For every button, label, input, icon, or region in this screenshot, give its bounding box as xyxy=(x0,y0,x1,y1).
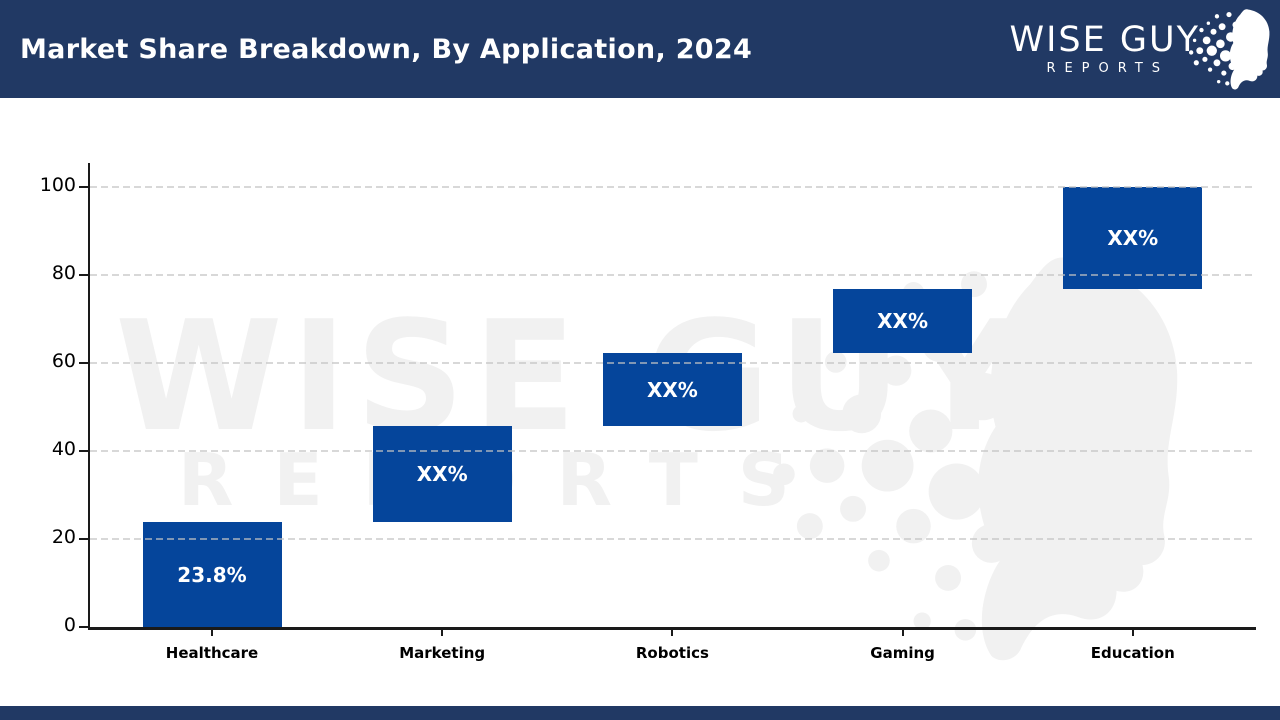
bar-value-label-robotics: XX% xyxy=(646,377,698,402)
y-tick-label-80: 80 xyxy=(51,262,76,284)
bar-value-label-healthcare: 23.8% xyxy=(177,562,247,587)
y-tick-mark-40 xyxy=(79,450,88,452)
x-tick-label-education: Education xyxy=(1090,644,1175,662)
footer-bar xyxy=(0,706,1280,720)
bar-education: XX% xyxy=(1063,187,1203,290)
x-tick-mark-education xyxy=(1131,630,1134,636)
gridline-100 xyxy=(90,186,1256,188)
y-tick-mark-100 xyxy=(79,186,88,188)
x-tick-label-gaming: Gaming xyxy=(870,644,935,662)
chart-area: WISE GUY REPORTS 02040608010023.8%Health… xyxy=(0,98,1280,706)
bar-value-label-education: XX% xyxy=(1107,226,1159,251)
gridline-40 xyxy=(90,450,1256,452)
logo-wordmark: WISE GUY xyxy=(1009,20,1200,61)
gridline-20 xyxy=(90,538,1256,540)
chart-title: Market Share Breakdown, By Application, … xyxy=(20,33,753,65)
logo-text: WISE GUY REPORTS xyxy=(1009,22,1200,76)
wiseguy-logo: WISE GUY REPORTS xyxy=(1009,6,1272,92)
header: Market Share Breakdown, By Application, … xyxy=(0,0,1280,98)
y-tick-label-0: 0 xyxy=(63,614,76,636)
y-tick-mark-0 xyxy=(79,626,88,628)
bar-robotics: XX% xyxy=(602,353,742,427)
x-tick-label-healthcare: Healthcare xyxy=(165,644,259,662)
gridline-60 xyxy=(90,362,1256,364)
bar-value-label-gaming: XX% xyxy=(877,309,929,334)
logo-subtitle: REPORTS xyxy=(1046,60,1170,76)
x-tick-mark-gaming xyxy=(901,630,904,636)
y-tick-label-60: 60 xyxy=(51,350,76,372)
x-tick-mark-marketing xyxy=(441,630,444,636)
x-tick-label-robotics: Robotics xyxy=(635,644,709,662)
y-tick-mark-80 xyxy=(79,274,88,276)
bar-value-label-marketing: XX% xyxy=(416,462,468,487)
x-tick-label-marketing: Marketing xyxy=(399,644,486,662)
y-tick-mark-20 xyxy=(79,538,88,540)
x-tick-mark-robotics xyxy=(671,630,674,636)
bar-marketing: XX% xyxy=(372,426,512,523)
plot-area: 0 20 40 60 80 100 23.8% Healthcare XX% Marketing X… xyxy=(40,163,1256,662)
x-tick-mark-healthcare xyxy=(211,630,213,636)
gridline-80 xyxy=(90,274,1256,276)
y-tick-label-40: 40 xyxy=(51,438,76,460)
y-tick-mark-60 xyxy=(79,362,88,364)
bar-gaming: XX% xyxy=(833,289,973,354)
y-tick-label-100: 100 xyxy=(39,174,76,196)
y-tick-label-20: 20 xyxy=(51,526,76,548)
